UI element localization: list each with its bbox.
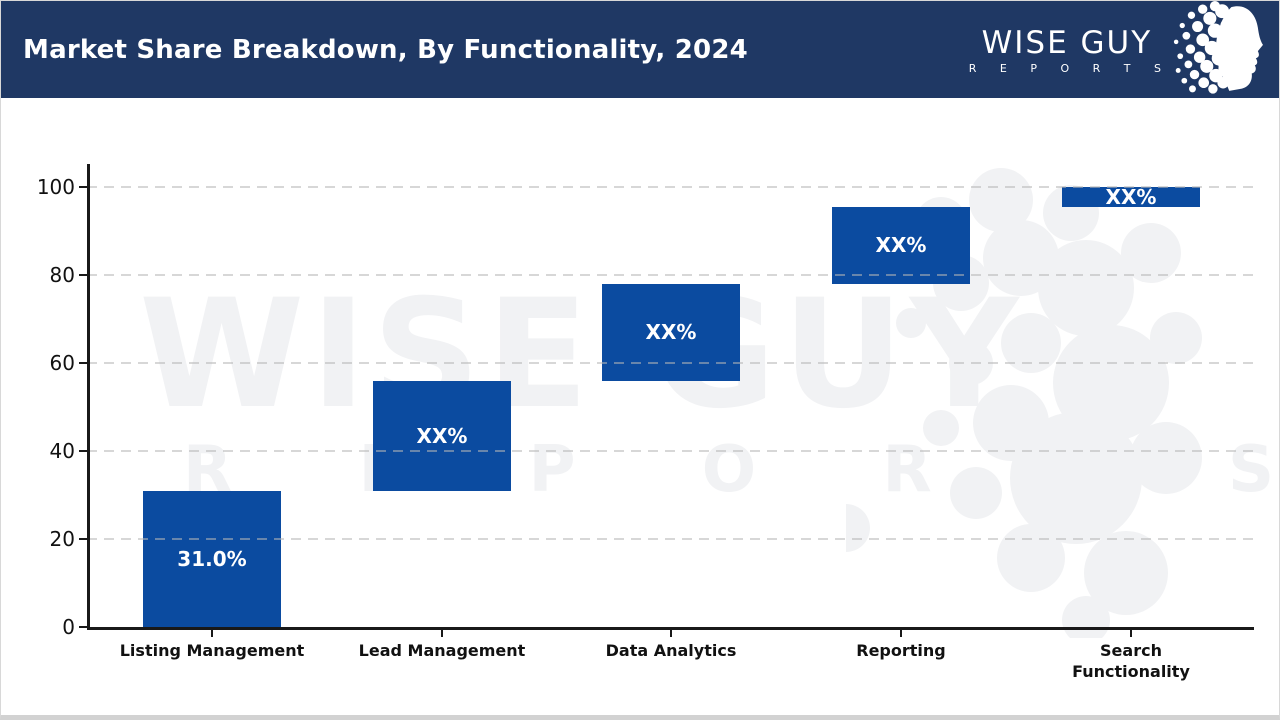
bar-data-analytics [602,283,740,381]
gridline-60 [87,362,1256,364]
page-title: Market Share Breakdown, By Functionality… [23,34,748,65]
dotted-head-icon [1165,1,1269,99]
brand-logo-text: WISE GUY R E P O R T S [963,25,1171,75]
x-axis-line [87,627,1254,630]
y-tick-mark-80 [79,274,87,276]
brand-logo: WISE GUY R E P O R T S [963,1,1269,99]
bar-lead-management [373,380,511,491]
y-tick-mark-40 [79,450,87,452]
y-axis-line [87,164,90,630]
bar-value-label-search-functionality: XX% XX% [1105,184,1157,209]
watermark-wordmark: WISE GUY [139,268,1025,442]
bar-value-label-reporting: XX% [875,233,927,258]
x-tick-mark-reporting [900,630,902,637]
logo-subtitle: R E P O R T S [968,61,1171,75]
y-tick-mark-100 [79,186,87,188]
bar-search-functionality [1062,187,1200,207]
x-tick-mark-listing-management [211,630,213,637]
bar-value-label-lead-management: XX% [416,423,468,448]
y-tick-label-20: 20 [49,527,75,551]
gridline-100 [87,186,1256,188]
y-tick-label-100: 100 [36,175,75,199]
x-tick-mark-data-analytics [670,630,672,637]
gridline-40 [87,450,1256,452]
x-tick-label-listing-management: Listing Management [119,641,305,660]
x-tick-label-lead-management: Lead Management [358,641,526,660]
y-tick-label-0: 0 [62,615,75,639]
logo-wordmark: WISE GUY [981,24,1153,61]
y-tick-label-60: 60 [49,351,75,375]
chart-area: WISE GUY R E P O R T S 0 20 40 60 80 100 31.0%… [1,98,1279,715]
x-tick-label-search-functionality: Search Functionality [1072,641,1190,681]
bar-value-label-listing-management: 31.0% [177,546,247,571]
x-tick-mark-search-functionality [1130,630,1132,637]
bar-value-label-data-analytics: XX% [645,320,697,345]
y-tick-mark-60 [79,362,87,364]
x-tick-label-reporting: Reporting [856,641,946,660]
gridline-20 [87,538,1256,540]
x-tick-label-data-analytics: Data Analytics [605,641,737,660]
header: Market Share Breakdown, By Functionality… [1,1,1279,98]
bar-listing-management [143,490,281,627]
y-tick-label-40: 40 [49,439,75,463]
y-tick-label-80: 80 [49,263,75,287]
gridline-80 [87,274,1256,276]
y-tick-mark-20 [79,538,87,540]
x-tick-mark-lead-management [441,630,443,637]
y-tick-mark-0 [79,626,87,628]
bar-reporting [832,206,970,284]
